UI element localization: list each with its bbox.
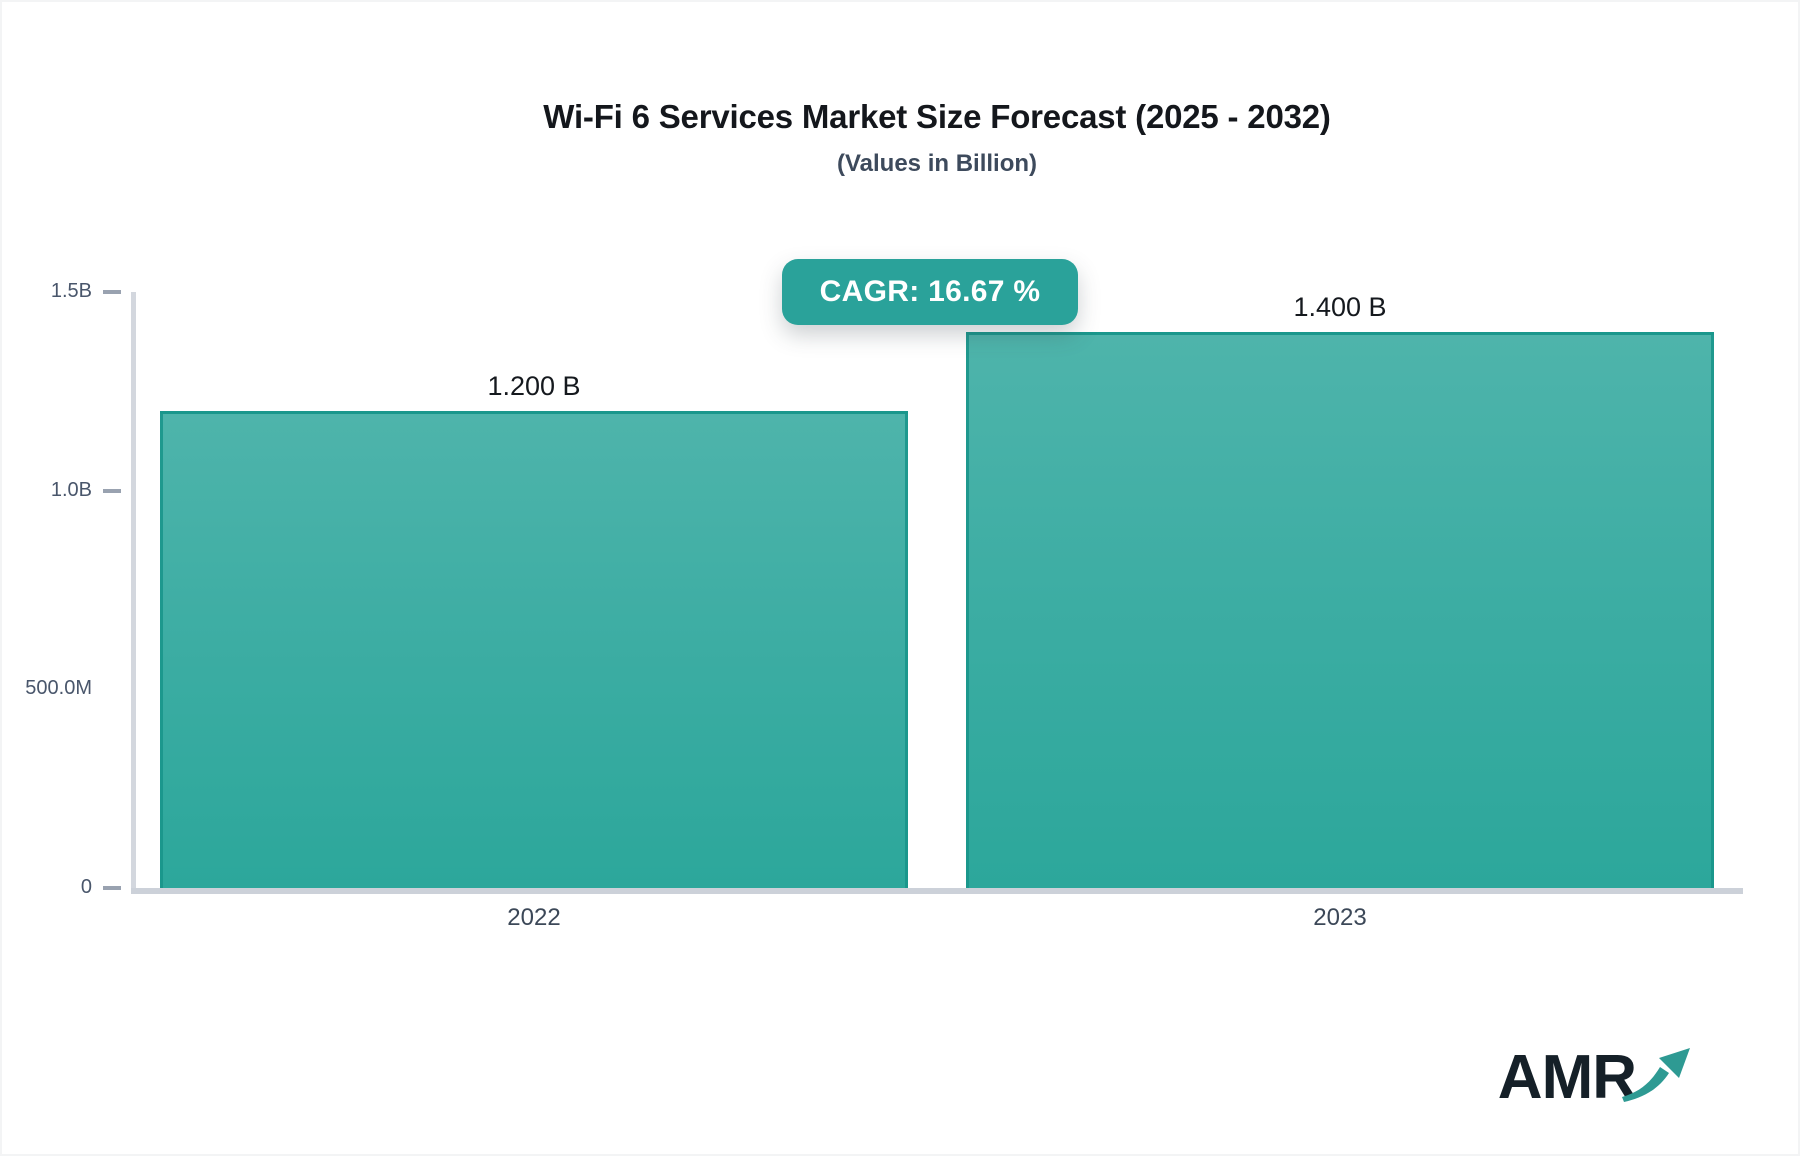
chart-title: Wi-Fi 6 Services Market Size Forecast (2… [543,98,1331,135]
bar-2022 [160,411,908,888]
cagr-badge-label: CAGR: 16.67 % [819,275,1041,308]
y-axis-tick [103,488,121,493]
x-axis-label: 2022 [507,904,561,931]
amr-logo-text: AMR [1497,1043,1637,1112]
chart-subtitle: (Values in Billion) [836,150,1038,177]
x-axis-baseline [131,888,1743,894]
y-axis-label: 500.0M [25,677,92,700]
y-axis-tick [103,290,121,294]
amr-logo: AMR [1498,1038,1702,1118]
trend-up-arrow-icon [1622,1048,1690,1102]
bar-2023 [966,332,1714,888]
y-axis-label: 1.0B [50,478,92,501]
y-axis-line [131,292,136,893]
y-axis-tick [103,886,121,890]
y-axis-label: 0 [80,876,92,898]
plot-area [131,292,1743,894]
x-axis-label: 2023 [1313,904,1367,931]
y-axis-label: 1.5B [50,280,92,302]
bar-value-label: 1.200 B [487,371,581,401]
cagr-badge: CAGR: 16.67 % [782,259,1078,325]
bar-value-label: 1.400 B [1293,292,1387,322]
